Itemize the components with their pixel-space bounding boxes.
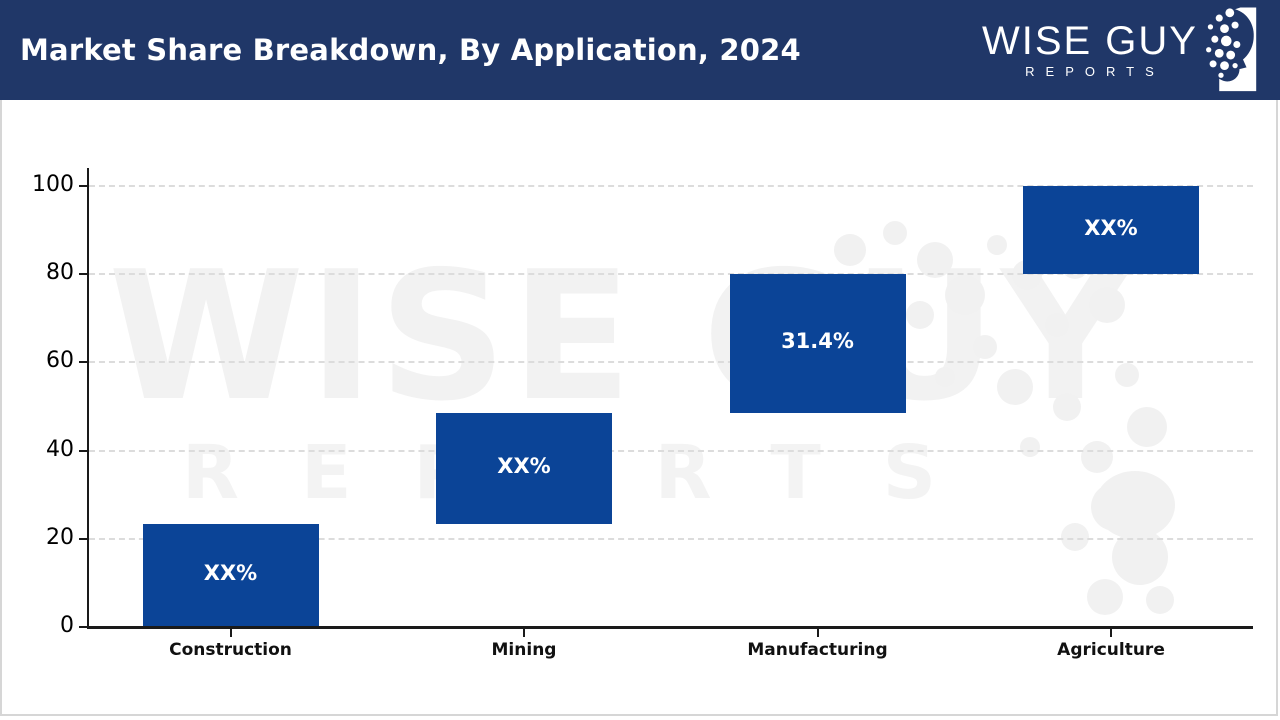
gridline-100 — [89, 185, 1253, 187]
head-profile-icon — [1184, 4, 1258, 96]
y-tick-100 — [79, 185, 87, 187]
bar-value-label-agriculture: XX% — [1084, 216, 1138, 241]
y-tick-40 — [79, 449, 87, 452]
y-tick-80 — [79, 273, 87, 276]
x-tick-agriculture — [1110, 629, 1112, 637]
bar-construction — [142, 523, 319, 627]
x-axis-line — [87, 626, 1253, 629]
y-tick-label-80: 80 — [46, 260, 74, 286]
brand-logo: WISE GUY REPORTS — [982, 4, 1258, 96]
y-tick-label-0: 0 — [60, 613, 74, 638]
y-tick-label-40: 40 — [46, 436, 74, 462]
bar-mining — [436, 412, 612, 524]
bar-value-label-manufacturing: 31.4% — [781, 329, 854, 354]
y-tick-label-20: 20 — [46, 524, 74, 550]
gridline-20 — [89, 537, 1253, 540]
bar-value-label-mining: XX% — [497, 454, 551, 479]
header-bar: Market Share Breakdown, By Application, … — [0, 0, 1280, 100]
page-title: Market Share Breakdown, By Application, … — [20, 33, 801, 67]
gridline-60 — [89, 361, 1253, 364]
y-axis-line — [87, 168, 89, 628]
gridline-40 — [89, 449, 1253, 452]
y-tick-60 — [79, 361, 87, 364]
y-tick-0 — [79, 626, 87, 628]
y-tick-20 — [79, 537, 87, 540]
x-category-label-construction: Construction — [169, 640, 292, 660]
x-tick-construction — [229, 629, 232, 637]
y-tick-label-60: 60 — [46, 348, 74, 374]
bar-manufacturing — [729, 274, 906, 413]
y-tick-label-100: 100 — [32, 172, 74, 197]
x-category-label-mining: Mining — [491, 640, 557, 660]
brand-logo-text: WISE GUY REPORTS — [982, 21, 1198, 79]
bar-agriculture — [1023, 186, 1199, 275]
gridline-80 — [89, 273, 1253, 276]
x-tick-manufacturing — [816, 629, 819, 637]
x-tick-mining — [523, 629, 525, 637]
x-category-label-manufacturing: Manufacturing — [747, 640, 888, 660]
bar-value-label-construction: XX% — [203, 561, 258, 586]
brand-name: WISE GUY — [981, 19, 1198, 63]
brand-subtitle: REPORTS — [1025, 64, 1165, 79]
x-category-label-agriculture: Agriculture — [1057, 640, 1165, 660]
